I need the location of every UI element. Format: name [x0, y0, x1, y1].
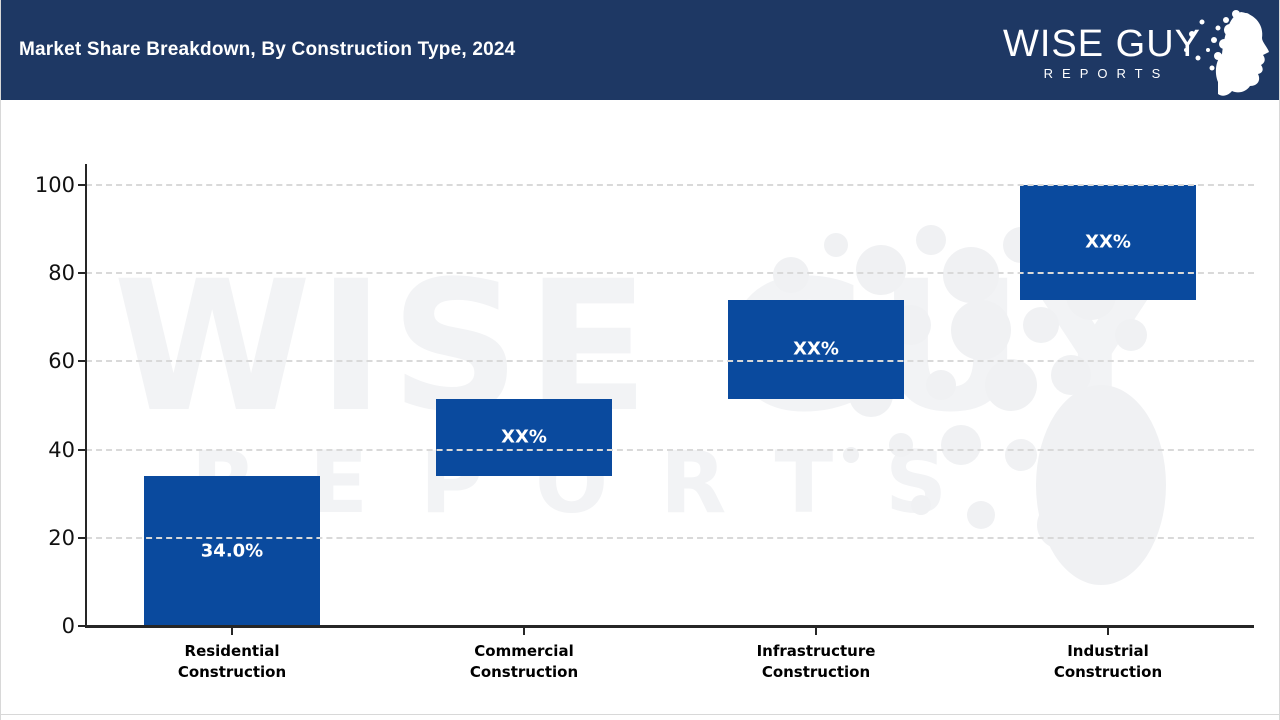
- bar-segment: [144, 476, 320, 626]
- x-axis-tick: [1107, 628, 1109, 635]
- gridline: [86, 536, 1254, 539]
- brand-logo: WISE GUY REPORTS: [1003, 0, 1273, 100]
- gridline: [86, 360, 1254, 363]
- gridline: [86, 184, 1254, 186]
- y-axis-tick: [78, 360, 86, 363]
- y-axis-tick: [78, 448, 86, 451]
- x-category-label-line: Construction: [761, 663, 871, 681]
- x-category-label: Industrial Construction: [978, 641, 1238, 683]
- x-category-label: Residential Construction: [102, 641, 362, 683]
- gridline: [86, 272, 1254, 275]
- bar-segment: [436, 398, 612, 477]
- y-tick-label: 0: [61, 614, 75, 638]
- x-axis-tick: [231, 628, 233, 635]
- bar-value-label: XX%: [501, 426, 547, 448]
- x-axis-tick: [523, 628, 525, 635]
- gridline: [86, 448, 1254, 451]
- y-axis-spine: [85, 164, 87, 628]
- x-category-label-line: Commercial: [474, 642, 574, 660]
- brand-head-icon: [1184, 10, 1269, 96]
- bar-value-label: XX%: [1085, 231, 1131, 253]
- y-axis-tick: [78, 536, 86, 539]
- page-title: Market Share Breakdown, By Construction …: [19, 39, 516, 60]
- brand-name: WISE GUY: [1002, 23, 1201, 65]
- x-category-label-line: Construction: [177, 663, 287, 681]
- y-tick-label: 60: [48, 349, 75, 374]
- x-category-label-line: Construction: [469, 663, 579, 681]
- bar-value-label: 34.0%: [200, 540, 264, 562]
- x-category-label-line: Industrial: [1067, 642, 1149, 660]
- x-axis-spine: [85, 625, 1254, 628]
- x-category-label: Commercial Construction: [394, 641, 654, 683]
- x-category-label-line: Residential: [184, 642, 280, 660]
- header-band: Market Share Breakdown, By Construction …: [1, 0, 1279, 100]
- x-category-label-line: Infrastructure: [756, 642, 876, 660]
- x-category-label-line: Construction: [1053, 663, 1163, 681]
- y-tick-label: 80: [48, 261, 75, 286]
- y-tick-label: 100: [34, 173, 75, 197]
- brand-logo-text: WISE GUY REPORTS: [1003, 24, 1201, 81]
- y-axis-tick: [78, 625, 86, 627]
- x-category-label: Infrastructure Construction: [686, 641, 946, 683]
- brand-subtitle: REPORTS: [1043, 66, 1170, 81]
- bottom-border-line: [1, 714, 1279, 715]
- bar-value-label: XX%: [793, 338, 839, 360]
- x-axis-tick: [815, 628, 817, 635]
- y-tick-label: 40: [48, 437, 75, 462]
- y-axis-tick: [78, 272, 86, 275]
- y-axis-tick: [78, 184, 86, 186]
- y-tick-label: 20: [48, 525, 75, 550]
